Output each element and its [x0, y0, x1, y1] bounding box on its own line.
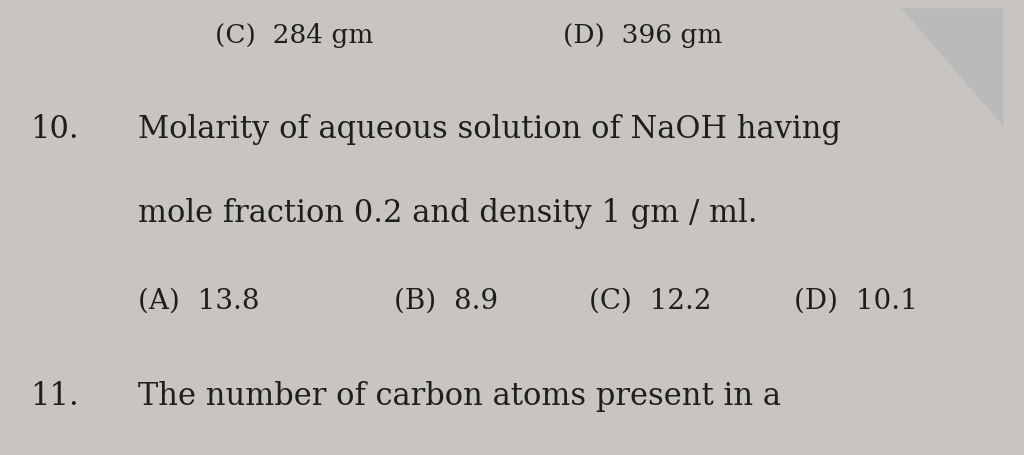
- Text: (B)  8.9: (B) 8.9: [394, 287, 499, 313]
- Text: 11.: 11.: [31, 380, 80, 411]
- Text: 10.: 10.: [31, 114, 79, 145]
- Text: (D)  396 gm: (D) 396 gm: [563, 23, 723, 48]
- Text: Molarity of aqueous solution of NaOH having: Molarity of aqueous solution of NaOH hav…: [138, 114, 842, 145]
- Text: (D)  10.1: (D) 10.1: [794, 287, 918, 313]
- Text: (C)  284 gm: (C) 284 gm: [215, 23, 374, 48]
- Polygon shape: [901, 9, 1004, 127]
- Text: mole fraction 0.2 and density 1 gm / ml.: mole fraction 0.2 and density 1 gm / ml.: [138, 198, 758, 229]
- Text: The number of carbon atoms present in a: The number of carbon atoms present in a: [138, 380, 781, 411]
- Text: (C)  12.2: (C) 12.2: [589, 287, 712, 313]
- Text: (A)  13.8: (A) 13.8: [138, 287, 260, 313]
